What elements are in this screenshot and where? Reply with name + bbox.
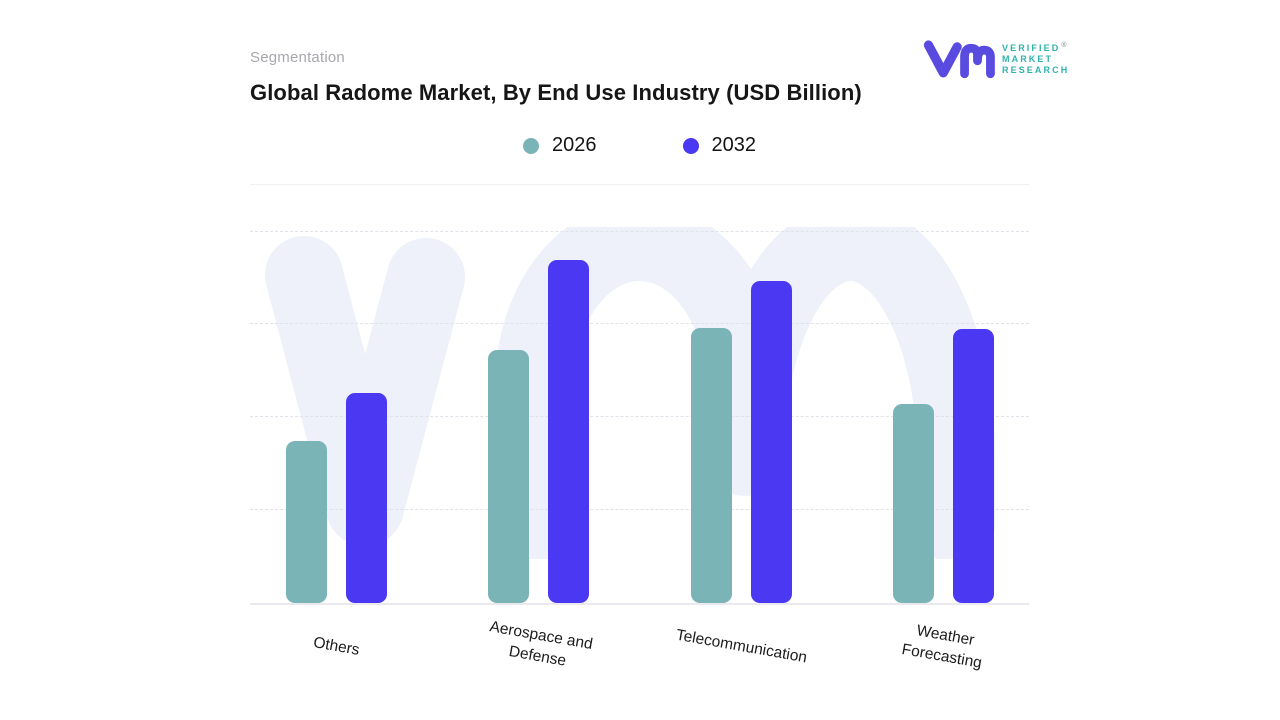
bar-group-aerospace-and-defense	[488, 225, 590, 603]
bar-group-telecommunication	[690, 225, 792, 603]
bar-2032-others	[346, 393, 387, 603]
brand-logo-text: VERIFIED® MARKET RESEARCH	[1002, 42, 1070, 75]
x-axis-label-aerospace-and-defense: Aerospace and Defense	[487, 618, 594, 670]
vm-monogram-icon	[923, 40, 995, 79]
x-axis-label-others: Others	[312, 633, 362, 659]
bar-2026-aerospace-and-defense	[488, 350, 530, 603]
registered-mark: ®	[1061, 42, 1067, 49]
bar-2032-weather-forecasting	[952, 329, 994, 603]
x-axis-label-telecommunication: Telecommunication	[674, 626, 809, 666]
legend-item-2032: 2032	[682, 134, 757, 157]
header-divider	[250, 184, 1029, 185]
bar-group-weather-forecasting	[892, 225, 994, 603]
gridline	[250, 230, 1029, 232]
legend-label-2026: 2026	[552, 134, 597, 156]
bar-2032-telecommunication	[750, 280, 792, 603]
chart-legend: 2026 2032	[250, 134, 1029, 157]
gridline	[250, 509, 1029, 511]
bar-2026-telecommunication	[690, 328, 732, 603]
legend-dot-2032-icon	[682, 137, 699, 154]
x-axis-labels: Others Aerospace and Defense Telecommunicat…	[250, 608, 1029, 698]
legend-label-2032: 2032	[711, 134, 757, 156]
plot-area	[250, 225, 1029, 605]
brand-logo: VERIFIED® MARKET RESEARCH	[922, 34, 1069, 82]
x-axis-label-weather-forecasting: Weather Forecasting	[900, 622, 984, 672]
eyebrow-label: Segmentation	[250, 49, 345, 66]
bar-2026-others	[286, 441, 327, 603]
gridline	[250, 323, 1029, 325]
bar-2032-aerospace-and-defense	[548, 260, 590, 603]
legend-item-2026: 2026	[523, 134, 597, 157]
gridline	[250, 416, 1029, 418]
bar-group-others	[286, 225, 387, 603]
bar-2026-weather-forecasting	[892, 404, 934, 603]
chart-title: Global Radome Market, By End Use Industr…	[250, 80, 862, 105]
legend-dot-2026-icon	[523, 137, 539, 154]
